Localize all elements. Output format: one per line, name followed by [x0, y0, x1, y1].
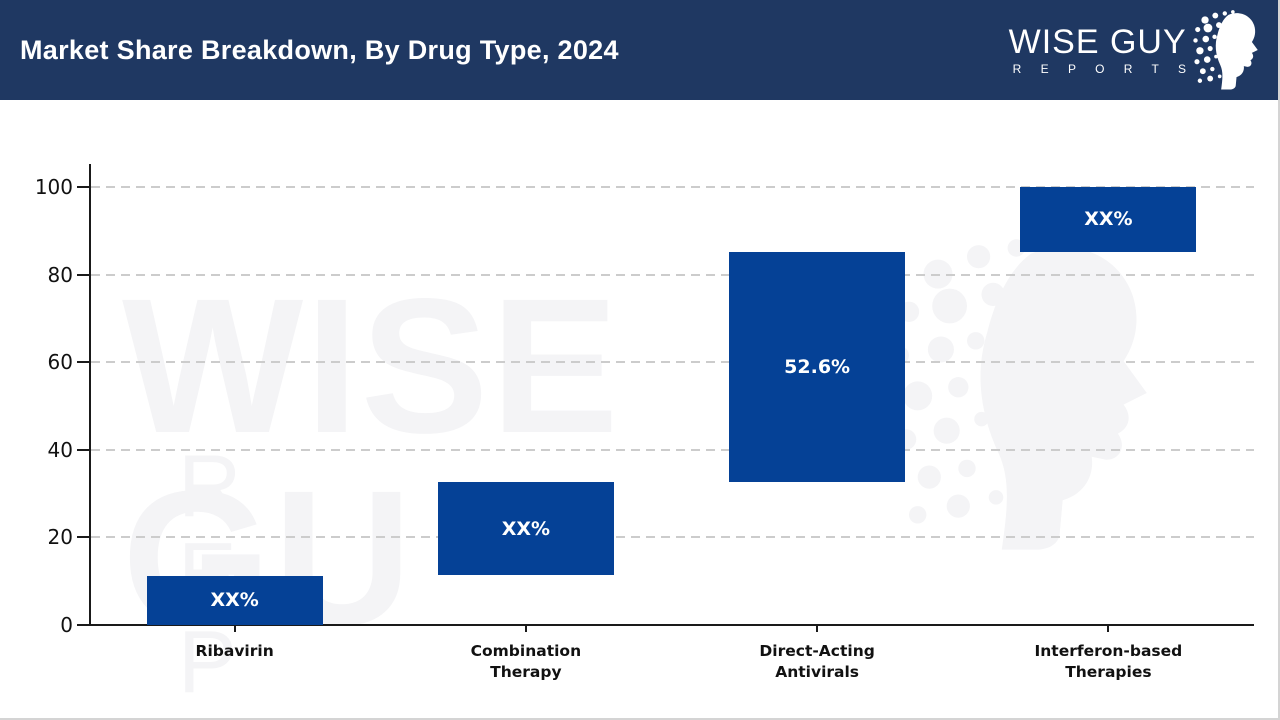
bar-value-label: 52.6%: [784, 356, 851, 378]
gridline: [91, 536, 1254, 539]
gridline: [91, 186, 1254, 188]
page-title: Market Share Breakdown, By Drug Type, 20…: [20, 34, 619, 65]
header: Market Share Breakdown, By Drug Type, 20…: [0, 0, 1278, 100]
bar-value-label: XX%: [210, 589, 259, 612]
y-axis-tick: [77, 624, 89, 626]
bar-combination-therapy: XX%: [437, 482, 614, 576]
brand-logo: WISE GUY R E P O R T S: [1009, 9, 1264, 91]
y-axis-tick-label: 0: [60, 613, 73, 637]
x-axis-tick: [233, 626, 236, 632]
y-axis-tick: [77, 361, 89, 364]
gridline: [91, 448, 1254, 451]
y-axis-tick: [77, 536, 89, 539]
x-axis-category-label: Direct-Acting Antivirals: [759, 642, 875, 681]
y-axis-tick: [77, 273, 89, 276]
y-axis-tick-label: 60: [47, 350, 73, 375]
x-axis-category-label: Combination Therapy: [470, 642, 582, 681]
x-axis-line: [89, 624, 1254, 626]
gridline: [91, 361, 1254, 364]
brand-subtitle: R E P O R T S: [1012, 61, 1194, 76]
bar-value-label: XX%: [501, 517, 551, 540]
y-axis-line: [89, 164, 91, 626]
y-axis-tick: [77, 448, 89, 451]
watermark-face-icon: [880, 228, 1170, 558]
brand-logo-text: WISE GUY R E P O R T S: [1009, 25, 1194, 76]
y-axis-tick: [77, 186, 89, 188]
brand-name: WISE GUY: [1008, 22, 1187, 61]
y-axis-tick-label: 100: [34, 175, 73, 199]
brand-face-icon: [1190, 9, 1264, 91]
watermark-brand-text: WISE GU: [122, 258, 621, 665]
x-axis-tick: [524, 626, 527, 632]
bar-direct-acting-antivirals: 52.6%: [729, 251, 906, 483]
y-axis-tick-label: 80: [47, 262, 73, 287]
x-axis-tick: [816, 626, 819, 632]
gridline: [91, 273, 1254, 276]
bar-interferon-based-therapies: XX%: [1020, 187, 1197, 252]
y-axis-tick-label: 40: [47, 437, 73, 462]
y-axis-tick-label: 20: [47, 525, 73, 550]
x-axis-category-label: Ribavirin: [195, 642, 274, 660]
x-axis-tick: [1107, 626, 1110, 632]
bar-ribavirin: XX%: [146, 575, 323, 625]
bar-value-label: XX%: [1084, 208, 1133, 231]
x-axis-category-label: Interferon-based Therapies: [1034, 642, 1183, 681]
